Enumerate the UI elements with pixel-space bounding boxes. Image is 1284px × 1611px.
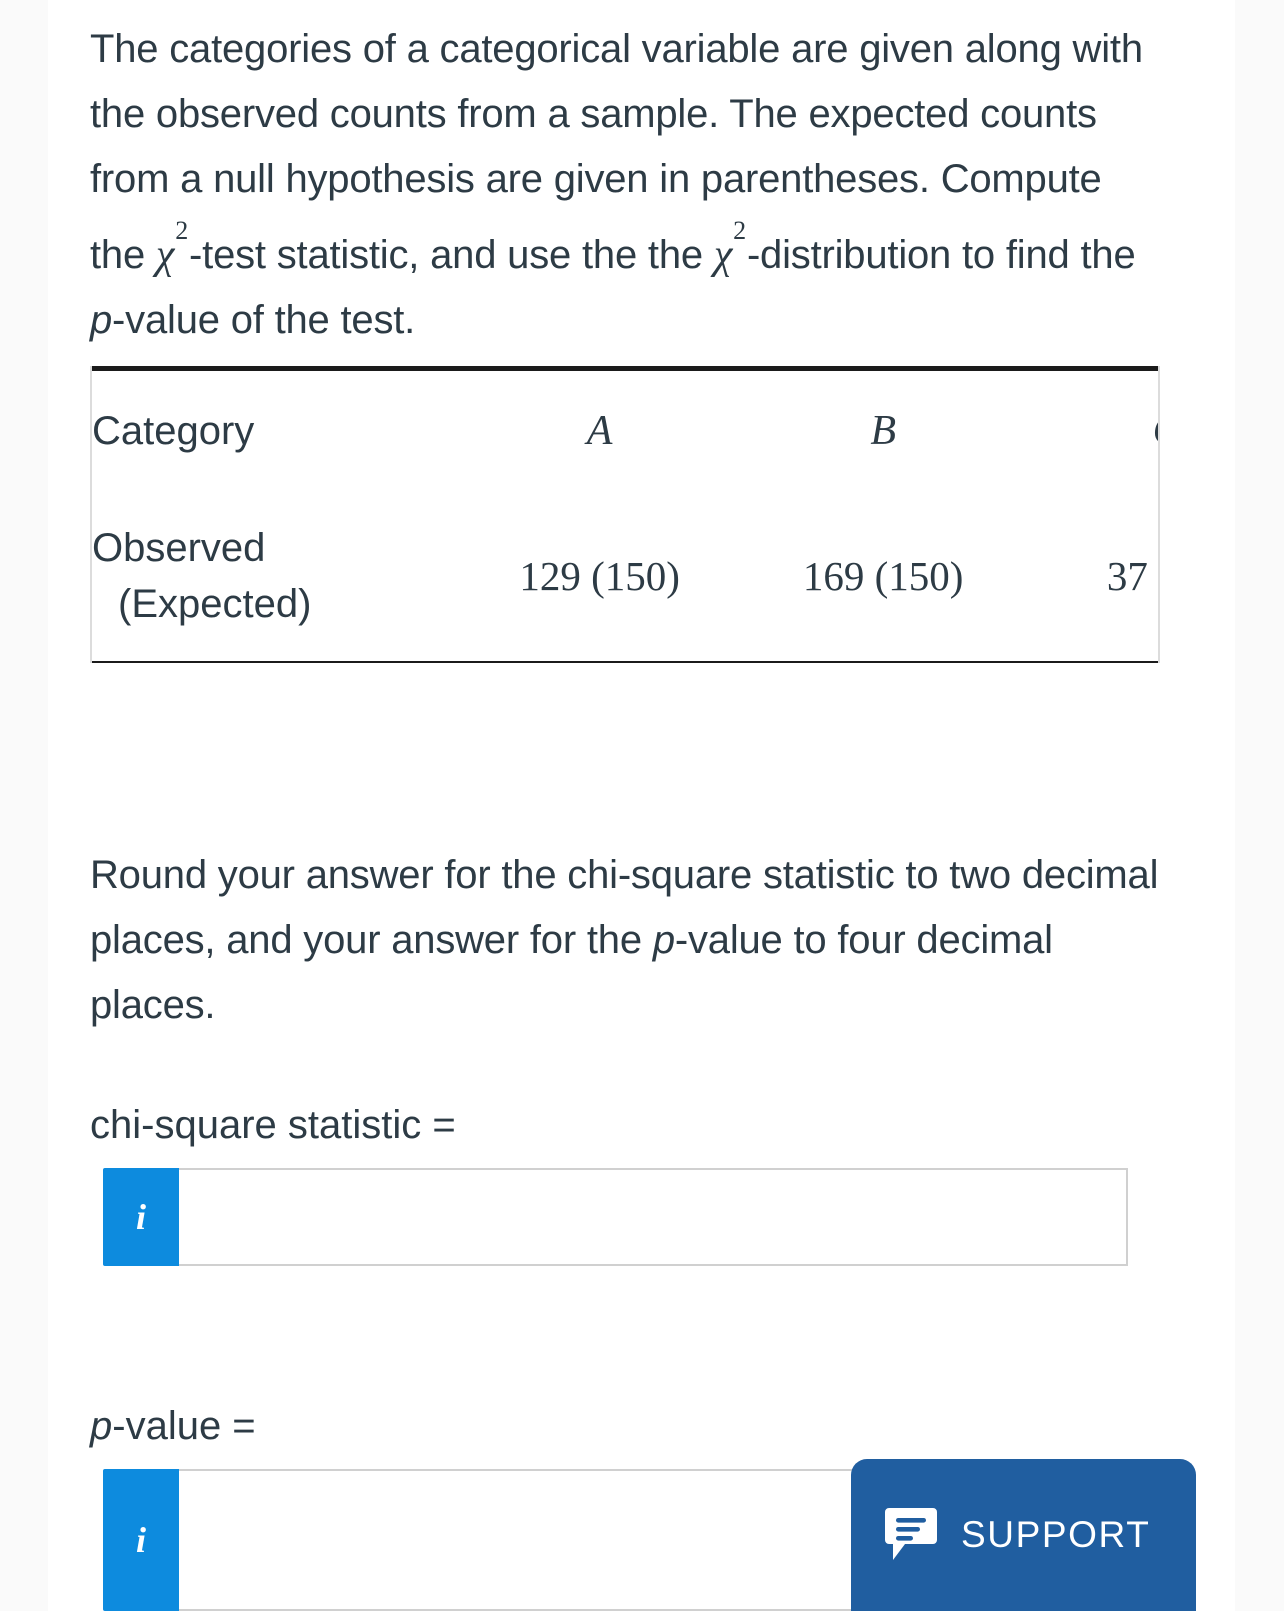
content-sheet: The categories of a categorical variable…	[48, 0, 1235, 1611]
chi-glyph-1: χ	[155, 232, 175, 278]
speech-bubble-icon	[885, 1506, 939, 1565]
column-header-c: C	[1025, 369, 1158, 492]
rounding-instructions: Round your answer for the chi-square sta…	[90, 843, 1160, 1038]
info-glyph-chi: i	[135, 1197, 146, 1237]
p-value-italic-2: p	[652, 918, 675, 962]
info-icon-p-value[interactable]: i	[103, 1469, 179, 1611]
chi-exponent-1: 2	[175, 216, 189, 246]
p-value-label: p-value =	[90, 1404, 256, 1449]
rounding-text-part2: -value to four decimal places.	[90, 918, 1053, 1027]
chi-glyph-2: χ	[713, 232, 733, 278]
support-button-label: SUPPORT	[961, 1514, 1151, 1555]
p-value-label-italic: p	[90, 1404, 113, 1448]
prompt-text-part2: -test statistic, and use the	[189, 233, 648, 277]
question-prompt: The categories of a categorical variable…	[90, 17, 1165, 353]
prompt-text-the: the	[647, 233, 714, 277]
p-value-label-rest: -value =	[112, 1404, 256, 1448]
prompt-text-part3: -distribution to find the	[746, 233, 1136, 277]
prompt-text-part1: The categories of a categorical variable…	[90, 27, 1143, 277]
cell-c-observed-expected: 37 (30)	[1106, 553, 1158, 599]
rounding-text-part1: Round your answer for the chi-square sta…	[90, 853, 1159, 962]
row-header-observed: Observed	[92, 526, 266, 570]
chi-squared-symbol-1: χ2	[155, 216, 189, 278]
chi-squared-symbol-2: χ2	[713, 216, 747, 278]
chi-square-answer-row: i	[103, 1168, 1128, 1266]
chi-exponent-2: 2	[733, 216, 746, 246]
column-header-b: B	[870, 408, 896, 454]
row-header-observed-expected: Observed (Expected)	[92, 491, 458, 663]
row-header-expected: (Expected)	[118, 582, 312, 626]
cell-b-observed-expected: 169 (150)	[802, 553, 964, 599]
table-scroll-container[interactable]: Category A B C D Observed (Expected) 129 …	[90, 366, 1160, 663]
table-header-row: Category A B C D	[92, 369, 1158, 492]
prompt-text-part4: -value of the test.	[112, 298, 416, 342]
support-button[interactable]: SUPPORT	[851, 1459, 1196, 1611]
table-observed-row: Observed (Expected) 129 (150) 169 (150) 3…	[92, 491, 1158, 663]
info-glyph-p: i	[135, 1520, 146, 1560]
observed-expected-table: Category A B C D Observed (Expected) 129 …	[92, 366, 1158, 663]
row-header-category: Category	[92, 409, 255, 453]
p-value-italic-1: p	[90, 298, 113, 342]
cell-a-observed-expected: 129 (150)	[519, 553, 680, 599]
column-header-a: A	[586, 408, 613, 454]
chi-square-statistic-label: chi-square statistic =	[90, 1103, 456, 1147]
info-icon-chi-square[interactable]: i	[103, 1168, 179, 1266]
chi-square-statistic-input[interactable]	[179, 1168, 1128, 1266]
